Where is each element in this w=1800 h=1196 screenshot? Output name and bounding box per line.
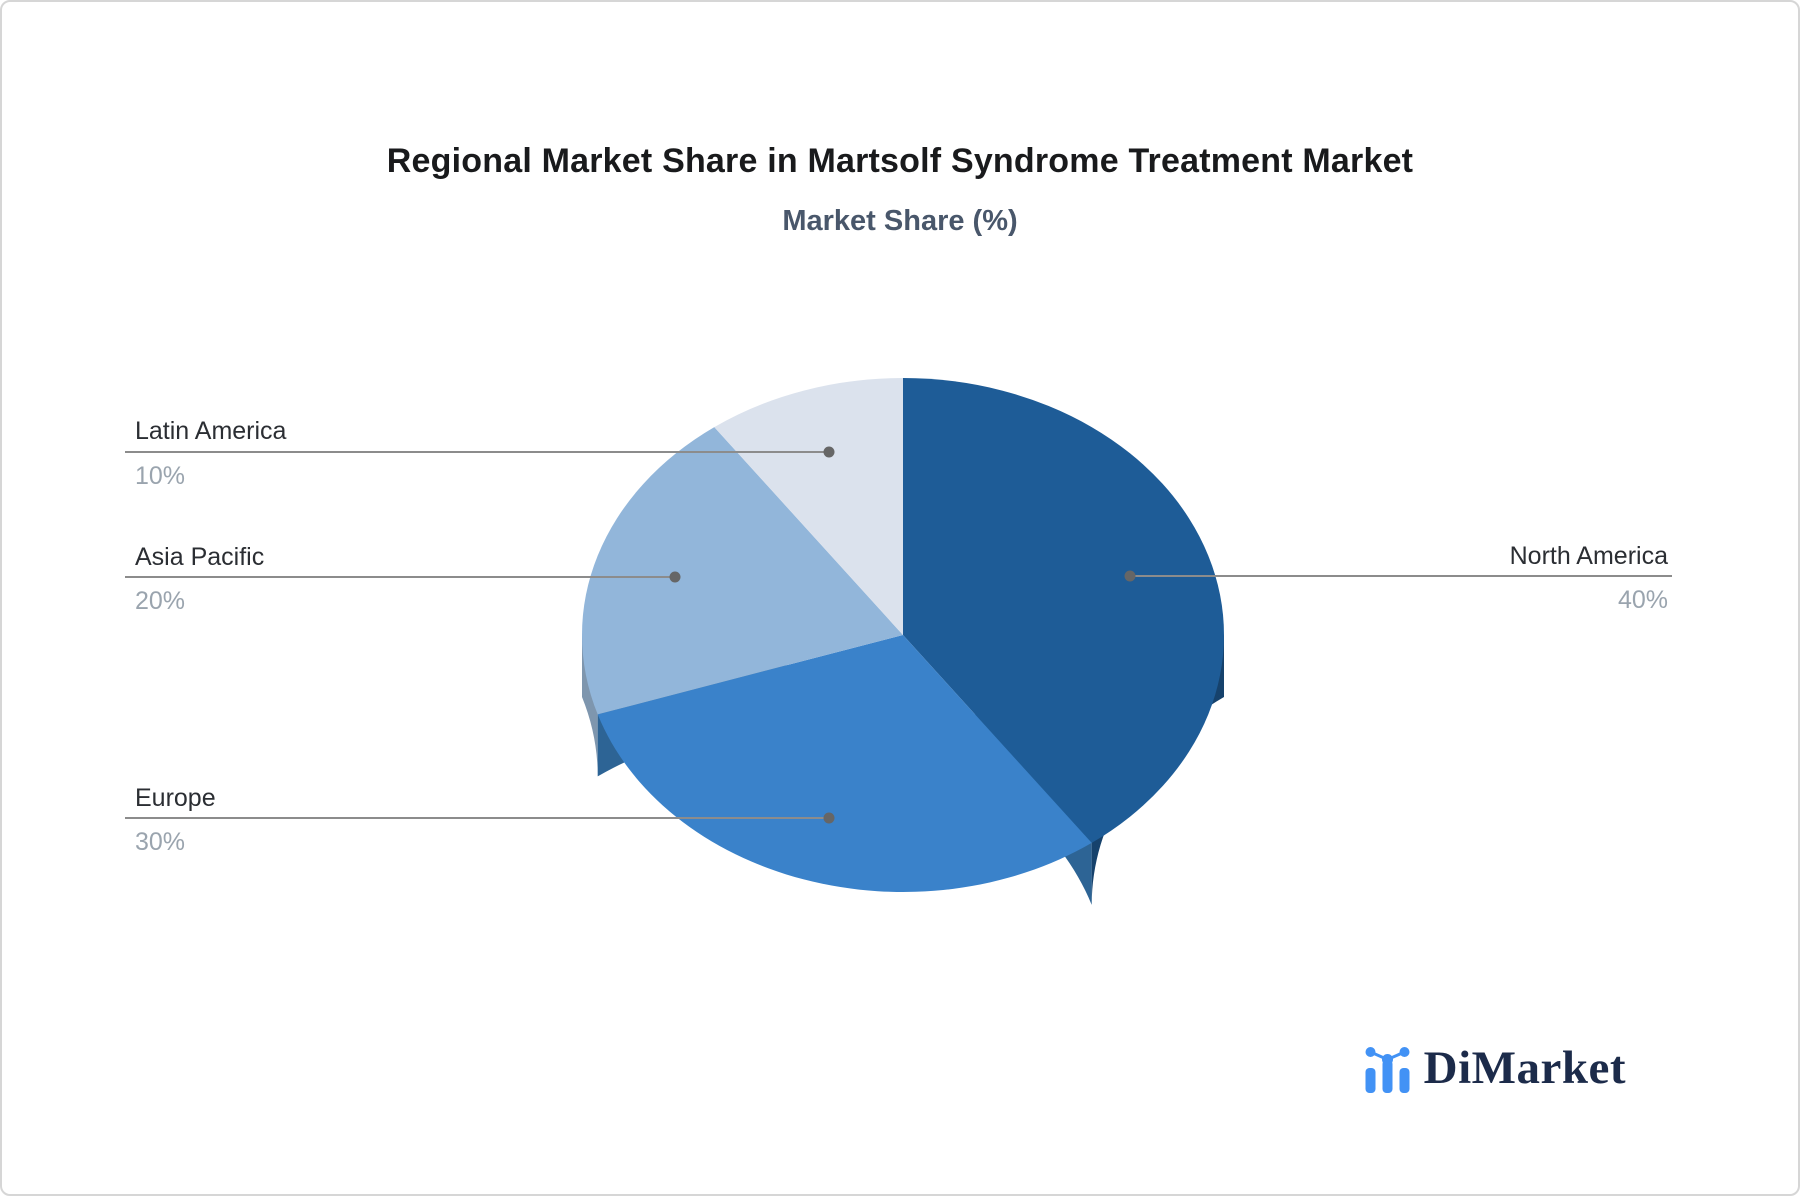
chart-title: Regional Market Share in Martsolf Syndro… [386,142,1414,180]
brand-logo: DiMarket [1365,1040,1626,1096]
callout-value-latin-america: 10% [135,462,186,490]
leader-dot-asia-pacific [669,571,681,583]
callout-label-latin-america: Latin America [135,417,287,445]
callout-value-asia-pacific: 20% [135,587,186,615]
leader-dot-north-america [1124,570,1136,582]
callout-label-north-america: North America [1509,542,1668,570]
callout-label-europe: Europe [135,784,216,812]
pie-slice-asia-pacific[interactable] [581,427,903,715]
callout-value-north-america: 40% [1617,586,1668,614]
callout-value-europe: 30% [135,828,186,856]
pie-slice-north-america[interactable] [903,378,1224,843]
pie-slice-europe[interactable] [597,635,1092,892]
chart-subtitle: Market Share (%) [782,205,1018,237]
pie-slice-latin-america[interactable] [714,378,903,635]
bar-chart-trend-icon [1365,1047,1410,1093]
callout-label-asia-pacific: Asia Pacific [135,543,265,571]
leader-dot-europe [823,812,835,824]
leader-dot-latin-america [823,446,835,458]
brand-name: DiMarket [1423,1042,1626,1094]
